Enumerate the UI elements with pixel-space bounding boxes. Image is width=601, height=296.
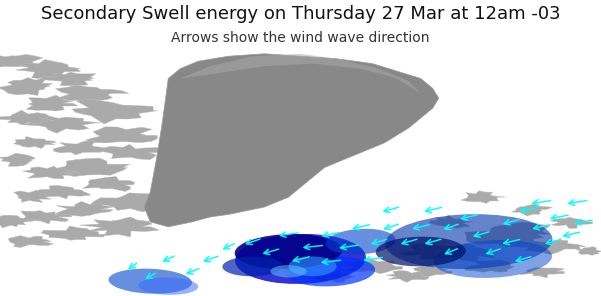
Polygon shape bbox=[72, 99, 158, 124]
Polygon shape bbox=[144, 54, 439, 227]
Ellipse shape bbox=[385, 214, 552, 269]
Polygon shape bbox=[16, 210, 72, 224]
Ellipse shape bbox=[288, 256, 337, 276]
Polygon shape bbox=[53, 141, 109, 155]
Ellipse shape bbox=[222, 256, 282, 276]
Polygon shape bbox=[465, 222, 550, 247]
Polygon shape bbox=[14, 191, 52, 202]
Polygon shape bbox=[386, 271, 429, 282]
Polygon shape bbox=[23, 166, 79, 179]
Polygon shape bbox=[344, 258, 403, 274]
Ellipse shape bbox=[235, 234, 366, 284]
Polygon shape bbox=[53, 158, 130, 176]
Polygon shape bbox=[551, 217, 593, 228]
Polygon shape bbox=[55, 85, 129, 102]
Ellipse shape bbox=[270, 265, 307, 277]
Polygon shape bbox=[524, 240, 586, 255]
Polygon shape bbox=[429, 215, 472, 228]
Polygon shape bbox=[461, 191, 505, 203]
Polygon shape bbox=[0, 54, 43, 68]
Polygon shape bbox=[520, 268, 564, 278]
Text: Arrows show the wind wave direction: Arrows show the wind wave direction bbox=[171, 31, 430, 45]
Polygon shape bbox=[16, 59, 81, 79]
Polygon shape bbox=[33, 186, 91, 199]
Polygon shape bbox=[26, 95, 78, 111]
Ellipse shape bbox=[138, 277, 198, 295]
Polygon shape bbox=[102, 144, 165, 160]
Ellipse shape bbox=[326, 229, 395, 255]
Polygon shape bbox=[180, 54, 421, 93]
Ellipse shape bbox=[376, 237, 466, 266]
Polygon shape bbox=[465, 260, 514, 272]
Polygon shape bbox=[441, 244, 497, 261]
Ellipse shape bbox=[235, 234, 342, 269]
Polygon shape bbox=[14, 136, 56, 148]
Polygon shape bbox=[511, 204, 552, 216]
Polygon shape bbox=[307, 270, 355, 282]
Text: Secondary Swell energy on Thursday 27 Mar at 12am -03: Secondary Swell energy on Thursday 27 Ma… bbox=[41, 5, 560, 23]
Ellipse shape bbox=[433, 240, 552, 278]
Polygon shape bbox=[413, 265, 452, 277]
Ellipse shape bbox=[286, 256, 375, 287]
Polygon shape bbox=[0, 110, 55, 125]
Polygon shape bbox=[41, 226, 106, 240]
Polygon shape bbox=[0, 153, 35, 166]
Polygon shape bbox=[576, 247, 601, 255]
Polygon shape bbox=[39, 72, 96, 86]
Polygon shape bbox=[79, 217, 159, 237]
Polygon shape bbox=[85, 127, 157, 143]
Polygon shape bbox=[55, 201, 114, 216]
Ellipse shape bbox=[109, 269, 192, 294]
Polygon shape bbox=[0, 215, 35, 228]
Polygon shape bbox=[400, 244, 461, 260]
Polygon shape bbox=[21, 116, 101, 133]
Polygon shape bbox=[8, 236, 53, 247]
Polygon shape bbox=[91, 193, 168, 212]
Polygon shape bbox=[83, 177, 135, 192]
Polygon shape bbox=[0, 78, 53, 96]
